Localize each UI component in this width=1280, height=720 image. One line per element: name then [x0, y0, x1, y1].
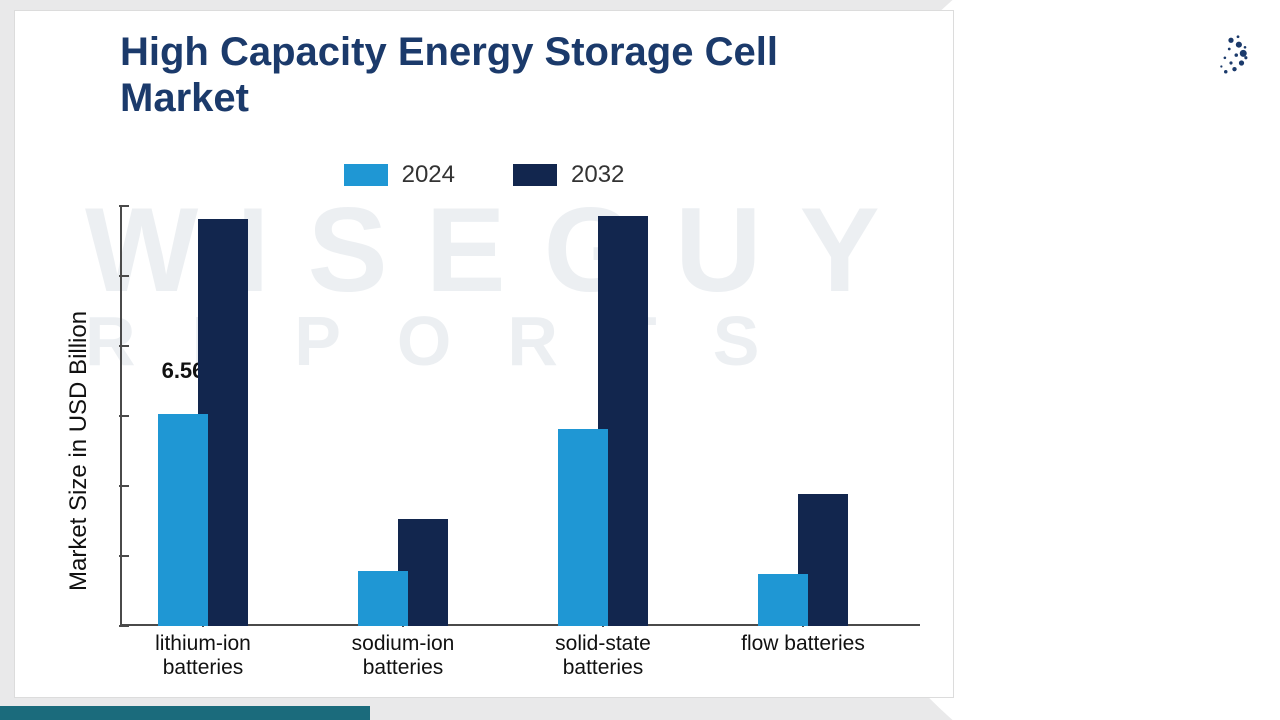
y-tick: [119, 555, 129, 557]
legend-item-2024: 2024: [344, 161, 455, 189]
chart-card: High Capacity Energy Storage Cell Market…: [14, 10, 954, 698]
plot-area: 6.56: [120, 206, 920, 626]
y-tick: [119, 415, 129, 417]
brand-line1: WISE GUY: [1003, 28, 1252, 84]
brand-line2: REPORTS: [1003, 86, 1252, 102]
brand-head-icon: [1196, 28, 1252, 84]
brand-logo: WISE GUY REPORTS: [1003, 28, 1252, 102]
bar-2024: [758, 574, 808, 626]
legend-label-2024: 2024: [402, 161, 455, 189]
category-label: solid-state batteries: [518, 632, 688, 680]
brand-panel: [960, 0, 1280, 720]
y-axis-label: Market Size in USD Billion: [65, 311, 93, 591]
bar-2024: [558, 429, 608, 626]
bar-2024: [158, 414, 208, 626]
y-tick: [119, 485, 129, 487]
brand-word-wise: WISE: [1003, 35, 1099, 77]
bar-2024: [358, 571, 408, 626]
brand-word-guy: GUY: [1107, 35, 1188, 77]
legend-swatch-2032: [513, 164, 557, 186]
category-label: sodium-ion batteries: [318, 632, 488, 680]
y-tick: [119, 205, 129, 207]
category-label: lithium-ion batteries: [118, 632, 288, 680]
footer-stripe: [0, 706, 370, 720]
legend-label-2032: 2032: [571, 161, 624, 189]
category-label: flow batteries: [718, 632, 888, 656]
stage: High Capacity Energy Storage Cell Market…: [0, 0, 1280, 720]
chart-title: High Capacity Energy Storage Cell Market: [120, 29, 840, 121]
x-axis-labels: lithium-ion batteries sodium-ion batterie…: [120, 626, 920, 686]
legend-item-2032: 2032: [513, 161, 624, 189]
y-tick: [119, 275, 129, 277]
legend: 2024 2032: [15, 161, 953, 189]
y-tick: [119, 345, 129, 347]
legend-swatch-2024: [344, 164, 388, 186]
